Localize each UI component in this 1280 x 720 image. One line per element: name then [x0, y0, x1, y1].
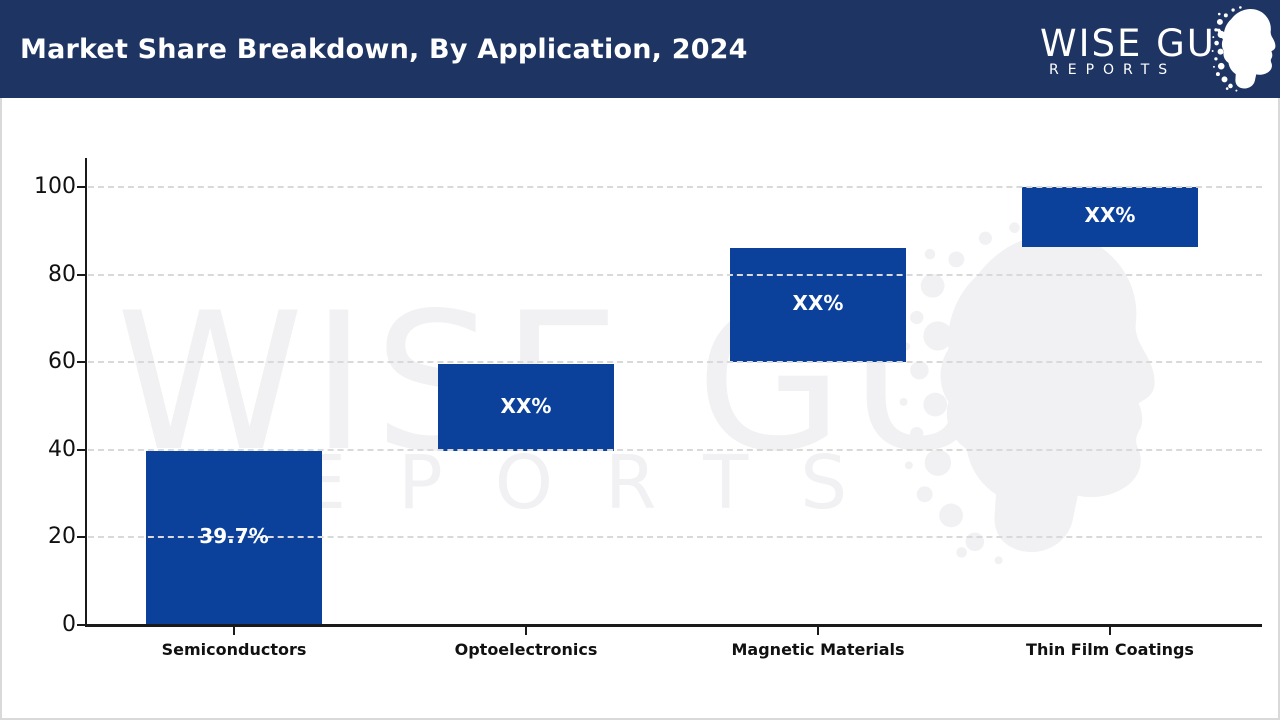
y-tick-80: [77, 273, 85, 276]
gridline-80: [88, 273, 1262, 276]
y-tick-40: [77, 448, 85, 451]
y-tick-label-40: 40: [48, 436, 76, 462]
right-border: [1278, 98, 1280, 720]
y-tick-label-100: 100: [34, 174, 76, 199]
gridline-20: [88, 536, 1262, 539]
bar-thin-film-coatings: [1022, 187, 1198, 247]
x-tick-label-optoelectronics: Optoelectronics: [454, 640, 598, 659]
left-border: [0, 98, 2, 720]
bar-optoelectronics: [438, 363, 614, 452]
gridline-100: [88, 186, 1262, 188]
plot-area: 0 20 40 60 80 100 39.7% Semiconductors XX% Optoel…: [0, 98, 1280, 720]
y-tick-label-0: 0: [62, 612, 76, 637]
x-tick-magnetic-materials: [817, 627, 819, 635]
y-axis-spine: [85, 158, 87, 627]
chart-title: Market Share Breakdown, By Application, …: [20, 33, 748, 65]
gridline-40: [88, 448, 1262, 451]
bar-label-thin-film-coatings: XX%: [1084, 203, 1136, 227]
x-axis-spine: [85, 624, 1262, 627]
y-tick-label-80: 80: [48, 261, 76, 287]
bottom-border: [0, 718, 1280, 720]
y-tick-label-20: 20: [48, 524, 76, 550]
bar-label-optoelectronics: XX%: [500, 393, 552, 418]
x-tick-label-thin-film-coatings: Thin Film Coatings: [1026, 640, 1194, 659]
x-tick-optoelectronics: [525, 627, 527, 635]
y-tick-100: [77, 186, 85, 188]
logo-brand-text: WISE GUY: [1040, 22, 1241, 65]
brand-logo: WISE GUY REPORTS: [1022, 0, 1272, 98]
bar-label-semiconductors: 39.7%: [199, 524, 269, 549]
wiseguy-face-icon: [1210, 5, 1276, 93]
header-bar: Market Share Breakdown, By Application, …: [0, 0, 1280, 98]
gridline-60: [88, 361, 1262, 364]
x-tick-label-magnetic-materials: Magnetic Materials: [731, 640, 905, 659]
y-tick-20: [77, 536, 85, 539]
x-tick-semiconductors: [233, 627, 235, 635]
x-tick-label-semiconductors: Semiconductors: [161, 640, 307, 659]
y-tick-label-60: 60: [48, 349, 76, 375]
x-tick-thin-film-coatings: [1109, 627, 1111, 635]
logo-sub-text: REPORTS: [1049, 62, 1177, 78]
bar-label-magnetic-materials: XX%: [792, 291, 844, 316]
y-tick-0: [77, 624, 85, 626]
y-tick-60: [77, 361, 85, 364]
bar-magnetic-materials: [730, 248, 906, 363]
